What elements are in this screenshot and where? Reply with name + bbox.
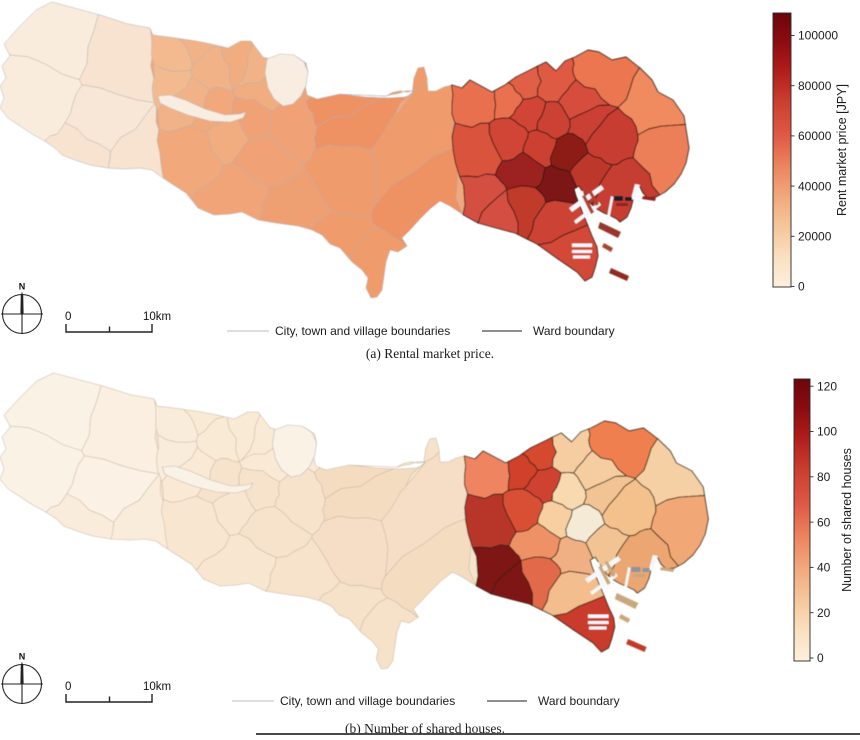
svg-text:10km: 10km <box>143 681 171 693</box>
svg-text:0: 0 <box>65 311 71 323</box>
svg-text:120: 120 <box>817 379 837 393</box>
svg-text:N: N <box>19 282 26 292</box>
svg-text:20: 20 <box>817 606 831 620</box>
svg-text:City, town and village boundar: City, town and village boundaries <box>280 694 455 708</box>
svg-text:0: 0 <box>65 681 71 693</box>
svg-text:100000: 100000 <box>798 29 838 43</box>
svg-text:N: N <box>19 652 26 662</box>
svg-text:80: 80 <box>817 470 831 484</box>
svg-text:0: 0 <box>817 651 824 665</box>
svg-text:40000: 40000 <box>798 179 832 193</box>
svg-text:20000: 20000 <box>798 230 832 244</box>
svg-text:Rent market price [JPY]: Rent market price [JPY] <box>835 84 849 216</box>
svg-text:100: 100 <box>817 425 837 439</box>
svg-text:80000: 80000 <box>798 79 832 93</box>
svg-text:40: 40 <box>817 561 831 575</box>
svg-text:10km: 10km <box>143 311 171 323</box>
svg-text:60000: 60000 <box>798 129 832 143</box>
svg-text:Ward boundary: Ward boundary <box>538 694 620 708</box>
svg-text:Ward boundary: Ward boundary <box>533 324 615 338</box>
svg-text:City, town and village boundar: City, town and village boundaries <box>275 324 450 338</box>
svg-text:(b) Number of shared houses.: (b) Number of shared houses. <box>345 721 505 735</box>
svg-text:0: 0 <box>798 280 805 294</box>
svg-text:60: 60 <box>817 515 831 529</box>
svg-text:(a) Rental market price.: (a) Rental market price. <box>366 346 494 361</box>
svg-text:Number of shared houses: Number of shared houses <box>840 448 854 592</box>
